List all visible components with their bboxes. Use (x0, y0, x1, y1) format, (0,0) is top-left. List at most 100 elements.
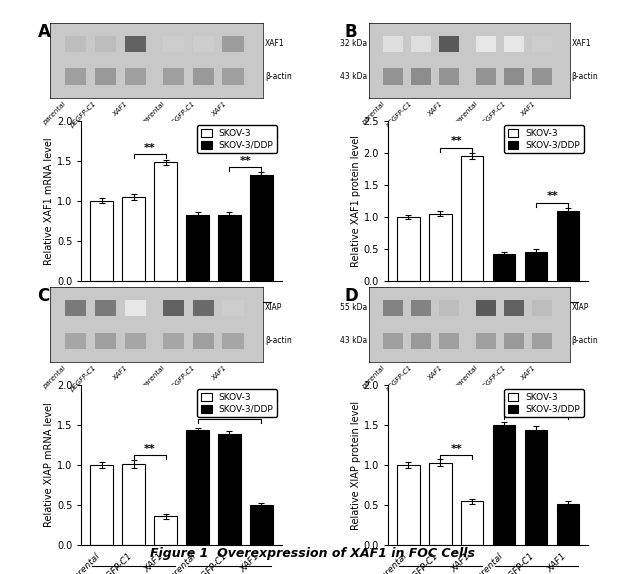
Text: **: ** (451, 444, 462, 453)
Text: pEGFP-C1: pEGFP-C1 (69, 100, 97, 129)
Text: parental: parental (141, 364, 166, 390)
Text: β-actin: β-actin (572, 72, 598, 81)
Bar (411, 36, 431, 52)
Bar (461, 156, 483, 281)
Bar (163, 300, 184, 316)
Text: B: B (344, 23, 357, 41)
Text: parental: parental (42, 364, 67, 390)
Bar (250, 175, 272, 281)
Bar (91, 465, 113, 545)
Text: **: ** (530, 404, 542, 413)
Text: parental: parental (165, 288, 198, 321)
Text: **: ** (144, 143, 155, 153)
Text: SKOV-3/DDP: SKOV-3/DDP (506, 312, 566, 322)
Text: XAF1: XAF1 (449, 288, 472, 311)
Text: XIAP: XIAP (265, 304, 282, 312)
Text: parental: parental (165, 552, 198, 574)
Text: XAF1: XAF1 (449, 552, 472, 574)
Legend: SKOV-3, SKOV-3/DDP: SKOV-3, SKOV-3/DDP (504, 389, 584, 417)
Bar (383, 300, 403, 316)
Text: parental: parental (361, 364, 386, 390)
Text: pEGFP-C1: pEGFP-C1 (96, 288, 133, 325)
Text: pEGFP-C1: pEGFP-C1 (499, 552, 536, 574)
Bar (476, 36, 496, 52)
Bar (383, 332, 403, 349)
Bar (503, 300, 523, 316)
Bar (163, 68, 184, 85)
Text: pEGFP-C1: pEGFP-C1 (499, 288, 536, 325)
Text: pEGFP-C1: pEGFP-C1 (385, 364, 413, 393)
Bar (65, 300, 86, 316)
Bar (557, 503, 579, 545)
Text: C: C (38, 287, 50, 305)
Bar (411, 300, 431, 316)
Text: XAF1: XAF1 (520, 100, 536, 118)
Text: XIAP: XIAP (572, 304, 589, 312)
Text: XAF1: XAF1 (520, 364, 536, 382)
Text: parental: parental (69, 552, 101, 574)
Text: pEGFP-C1: pEGFP-C1 (478, 364, 506, 393)
Text: parental: parental (42, 100, 67, 126)
Bar (439, 36, 459, 52)
Bar (476, 300, 496, 316)
Bar (525, 251, 547, 281)
Bar (193, 332, 214, 349)
Bar (250, 505, 272, 545)
Bar (531, 300, 552, 316)
Bar (439, 68, 459, 85)
Text: parental: parental (376, 552, 408, 574)
Bar (531, 36, 552, 52)
Bar (123, 197, 145, 281)
Bar (525, 430, 547, 545)
Text: XAF1: XAF1 (112, 100, 129, 118)
Bar (222, 332, 244, 349)
Bar (503, 332, 523, 349)
Bar (531, 332, 552, 349)
Text: XAF1: XAF1 (143, 552, 165, 574)
Text: β-actin: β-actin (572, 336, 598, 345)
Text: parental: parental (453, 100, 478, 126)
Bar (439, 300, 459, 316)
Bar (95, 332, 116, 349)
Bar (429, 463, 451, 545)
Y-axis label: Relative XAF1 mRNA level: Relative XAF1 mRNA level (44, 137, 54, 265)
Bar (493, 254, 515, 281)
Text: 32 kDa: 32 kDa (340, 40, 367, 48)
Bar (91, 201, 113, 281)
Text: 43 kDa: 43 kDa (340, 336, 367, 345)
Text: D: D (344, 287, 358, 305)
Bar (125, 68, 146, 85)
Bar (493, 425, 515, 545)
Text: pEGFP-C1: pEGFP-C1 (192, 552, 230, 574)
Bar (218, 215, 240, 281)
Bar (125, 36, 146, 52)
Bar (65, 332, 86, 349)
Text: parental: parental (141, 100, 166, 126)
Text: parental: parental (69, 288, 101, 321)
Text: **: ** (144, 444, 155, 453)
Text: XAF1: XAF1 (239, 288, 262, 311)
Text: pEGFP-C1: pEGFP-C1 (385, 100, 413, 129)
Bar (398, 217, 419, 281)
Text: XAF1: XAF1 (426, 364, 443, 382)
Text: pEGFP-C1: pEGFP-C1 (478, 100, 506, 129)
Text: XAF1: XAF1 (572, 40, 592, 48)
Bar (163, 332, 184, 349)
Bar (123, 464, 145, 545)
Bar (461, 501, 483, 545)
Text: β-actin: β-actin (265, 72, 292, 81)
Text: parental: parental (471, 288, 505, 321)
Text: XAF1: XAF1 (239, 552, 262, 574)
Bar (95, 300, 116, 316)
Bar (125, 332, 146, 349)
Text: pEGFP-C1: pEGFP-C1 (403, 552, 440, 574)
Legend: SKOV-3, SKOV-3/DDP: SKOV-3, SKOV-3/DDP (197, 125, 277, 153)
Bar (187, 430, 208, 545)
Bar (398, 465, 419, 545)
Text: pEGFP-C1: pEGFP-C1 (403, 288, 440, 325)
Text: pEGFP-C1: pEGFP-C1 (69, 364, 97, 393)
Text: XAF1: XAF1 (265, 40, 285, 48)
Bar (429, 214, 451, 281)
Text: pEGFP-C1: pEGFP-C1 (192, 288, 230, 325)
Bar (503, 68, 523, 85)
